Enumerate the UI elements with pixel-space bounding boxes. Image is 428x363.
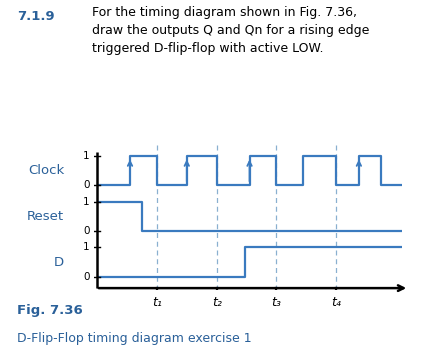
Text: Clock: Clock: [28, 164, 64, 177]
Text: 7.1.9: 7.1.9: [17, 10, 55, 23]
Text: t₂: t₂: [212, 296, 222, 309]
Text: 0: 0: [83, 272, 89, 282]
Text: 1: 1: [83, 242, 89, 252]
Text: 0: 0: [83, 226, 89, 236]
Text: For the timing diagram shown in Fig. 7.36,
draw the outputs Q and Qn for a risin: For the timing diagram shown in Fig. 7.3…: [92, 6, 370, 55]
Text: Fig. 7.36: Fig. 7.36: [17, 304, 83, 317]
Text: D: D: [54, 256, 64, 269]
Text: 1: 1: [83, 151, 89, 161]
Text: 1: 1: [83, 196, 89, 207]
Text: Reset: Reset: [27, 210, 64, 223]
Text: t₁: t₁: [152, 296, 162, 309]
Text: t₄: t₄: [331, 296, 341, 309]
Text: t₃: t₃: [271, 296, 281, 309]
Text: 0: 0: [83, 180, 89, 190]
Text: D-Flip-Flop timing diagram exercise 1: D-Flip-Flop timing diagram exercise 1: [17, 332, 252, 344]
